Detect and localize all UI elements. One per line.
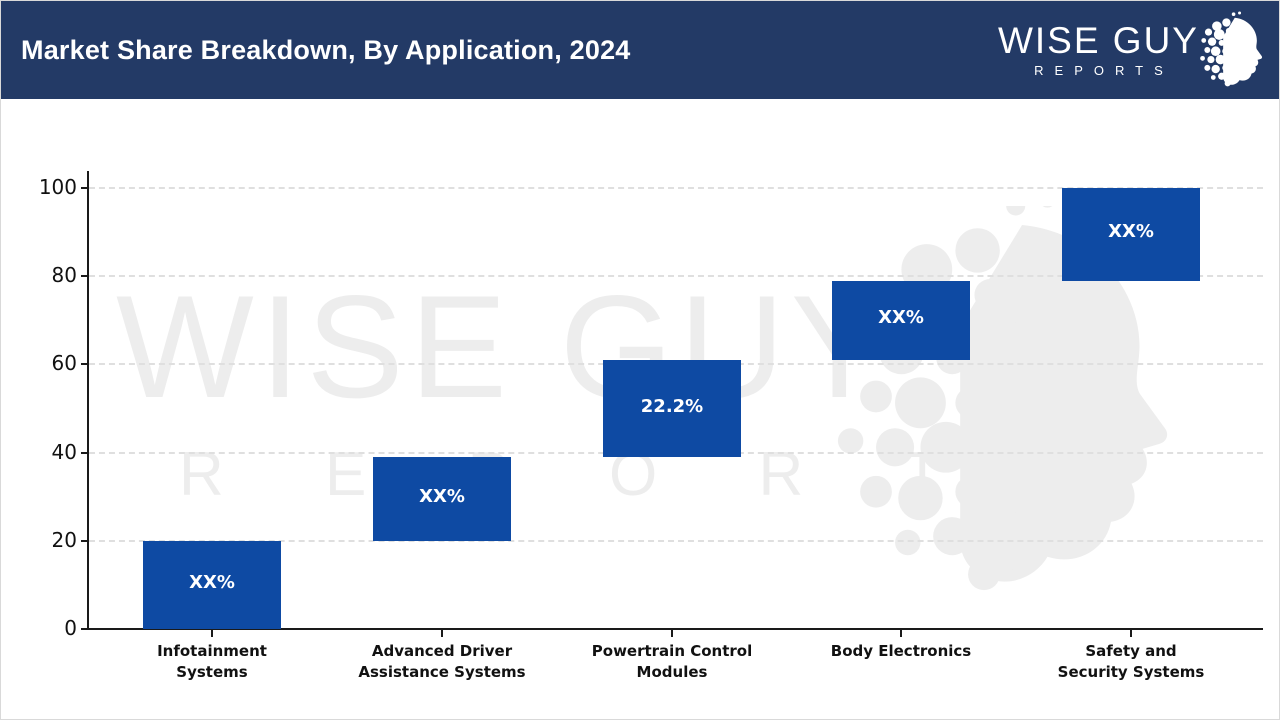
y-axis — [87, 171, 89, 629]
y-tick — [81, 187, 88, 189]
y-tick — [81, 628, 88, 630]
gridline — [89, 539, 1263, 542]
x-tick — [211, 630, 213, 637]
y-tick — [81, 275, 88, 278]
bar-value-label: XX% — [1108, 221, 1154, 243]
header-bar: Market Share Breakdown, By Application, … — [1, 1, 1279, 99]
y-tick — [81, 539, 88, 542]
bar-value-label: XX% — [878, 307, 924, 329]
x-category-label: Infotainment Systems — [157, 642, 267, 681]
y-tick — [81, 451, 88, 454]
x-category-label: Powertrain Control Modules — [591, 642, 753, 681]
x-tick — [441, 630, 443, 637]
y-tick — [81, 363, 88, 366]
x-category-label: Advanced Driver Assistance Systems — [358, 642, 526, 681]
y-tick-label: 40 — [51, 439, 77, 464]
waterfall-bar — [373, 457, 511, 541]
waterfall-bar — [603, 359, 741, 458]
bar-value-label: 22.2% — [640, 395, 704, 417]
bar-value-label: XX% — [189, 571, 235, 593]
gridline — [89, 275, 1263, 278]
y-tick-label: 100 — [38, 175, 77, 199]
gridline — [89, 187, 1263, 189]
y-tick-label: 80 — [51, 263, 77, 288]
x-tick — [671, 630, 673, 637]
x-tick — [1130, 630, 1132, 637]
y-tick-label: 60 — [51, 351, 77, 376]
page-title: Market Share Breakdown, By Application, … — [21, 34, 631, 65]
logo-subtitle: REPORTS — [1034, 63, 1174, 78]
bar-value-label: XX% — [419, 486, 465, 508]
x-tick — [900, 630, 902, 637]
y-tick-label: 20 — [51, 527, 77, 552]
x-category-label: Safety and Security Systems — [1057, 642, 1205, 681]
y-tick-label: 0 — [64, 616, 77, 640]
wiseguy-logo: WISE GUY REPORTS — [998, 10, 1267, 90]
waterfall-bar — [143, 540, 281, 629]
logo-wordmark: WISE GUY — [997, 20, 1199, 61]
x-category-label: Body Electronics — [830, 642, 972, 660]
x-axis — [87, 628, 1263, 630]
